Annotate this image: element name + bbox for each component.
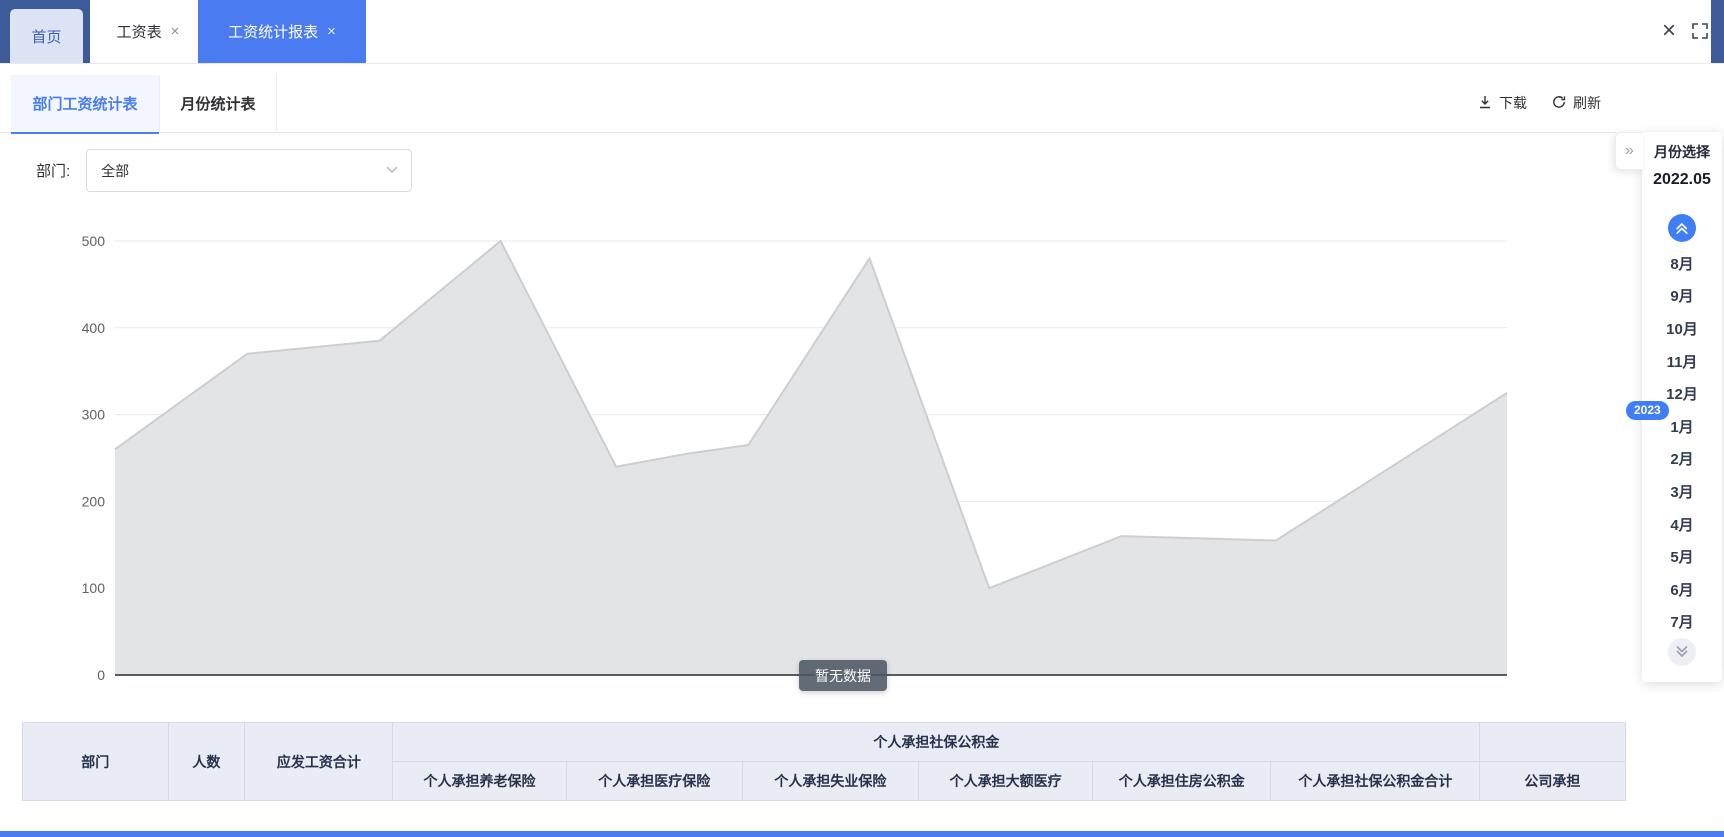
- col-header-personal: 个人承担养老保险: [393, 762, 567, 800]
- tab-home-label: 首页: [31, 28, 62, 46]
- refresh-button[interactable]: 刷新: [1551, 93, 1601, 113]
- svg-text:200: 200: [82, 493, 106, 509]
- chart-canvas: 0 100 200 300 400 500: [82, 233, 1508, 683]
- department-select-value: 全部: [101, 162, 130, 179]
- tab-monthly-stats[interactable]: 月份统计表: [159, 75, 277, 132]
- summary-table: 部门 人数 应发工资合计 个人承担社保公积金 个人承担养老保险 个人承担医疗保险个…: [22, 722, 1626, 801]
- svg-text:400: 400: [82, 320, 106, 336]
- topbar-right-strip: [1711, 0, 1724, 63]
- tab-salary-sheet[interactable]: 工资表 ×: [100, 0, 196, 63]
- month-item[interactable]: 8月: [1670, 255, 1694, 273]
- close-icon[interactable]: ×: [1661, 17, 1676, 44]
- month-item[interactable]: 11月: [1666, 353, 1698, 371]
- col-header-personal: 个人承担住房公积金: [1093, 762, 1272, 800]
- month-selector-panel: 月份选择 2022.05 8月 9月 10月 11月 12月 1月 2月 3月 4月 5月 6月 7月: [1642, 132, 1722, 682]
- fullscreen-icon[interactable]: [1690, 21, 1710, 41]
- month-item[interactable]: 1月: [1670, 418, 1694, 436]
- col-company-group: 公司承担: [1480, 723, 1625, 800]
- col-header-personal: 个人承担医疗保险: [567, 762, 743, 800]
- month-item[interactable]: 9月: [1670, 288, 1694, 306]
- month-item[interactable]: 2月: [1670, 451, 1694, 469]
- refresh-label: 刷新: [1573, 95, 1601, 111]
- svg-text:0: 0: [97, 667, 105, 683]
- svg-text:100: 100: [82, 580, 106, 596]
- month-item[interactable]: 10月: [1666, 320, 1698, 338]
- group-personal-header: 个人承担社保公积金: [393, 723, 1480, 762]
- tab-salary-report-label: 工资统计报表: [228, 24, 319, 41]
- department-select[interactable]: 全部: [86, 149, 413, 192]
- svg-text:300: 300: [82, 407, 106, 423]
- no-data-tooltip: 暂无数据: [799, 660, 887, 691]
- horizontal-scrollbar[interactable]: [0, 831, 1724, 837]
- toolbar-actions: 下载 刷新: [1477, 89, 1601, 117]
- col-headcount: 人数: [169, 723, 246, 800]
- col-header-personal: 个人承担社保公积金合计: [1298, 773, 1453, 789]
- download-icon: [1477, 94, 1493, 113]
- col-group-personal: 个人承担社保公积金 个人承担养老保险 个人承担医疗保险 个人承担失业保险 个人承担大额…: [393, 723, 1481, 800]
- scroll-down-button[interactable]: [1668, 638, 1696, 666]
- download-button[interactable]: 下载: [1477, 93, 1527, 113]
- svg-text:500: 500: [82, 233, 106, 249]
- collapse-arrows-icon: »: [1625, 142, 1634, 159]
- col-salary-total: 应发工资合计: [245, 723, 394, 800]
- month-item[interactable]: 6月: [1670, 581, 1694, 599]
- col-header-personal: 个人承担大额医疗: [919, 762, 1094, 800]
- salary-area-chart: 0 100 200 300 400 500 暂无数据: [22, 220, 1624, 691]
- tab-salary-sheet-label: 工资表: [116, 24, 162, 41]
- department-filter-label: 部门:: [36, 163, 71, 180]
- personal-subheaders-row: 个人承担养老保险 个人承担医疗保险 个人承担失业保险 个人承担大额医疗 个人承担住房公积…: [393, 762, 1479, 800]
- month-item[interactable]: 5月: [1670, 549, 1694, 567]
- month-item[interactable]: 4月: [1670, 516, 1694, 534]
- col-company-label: 公司承担: [1524, 773, 1581, 789]
- month-item[interactable]: 12月: [1666, 386, 1698, 404]
- scroll-up-button[interactable]: [1668, 214, 1696, 242]
- tab-close-icon[interactable]: ×: [327, 23, 336, 40]
- report-tab-bar: 部门工资统计表 月份统计表: [0, 75, 1616, 134]
- refresh-icon: [1551, 94, 1567, 113]
- month-list: 8月 9月 10月 11月 12月 1月 2月 3月 4月 5月 6月 7月: [1642, 247, 1722, 638]
- chevron-down-icon: [385, 163, 399, 180]
- download-label: 下载: [1499, 95, 1527, 111]
- year-badge: 2023: [1626, 401, 1669, 420]
- panel-collapse-handle[interactable]: »: [1615, 132, 1643, 170]
- tab-close-icon[interactable]: ×: [170, 23, 180, 40]
- department-filter: 部门: 全部: [36, 149, 413, 192]
- top-tab-bar: 首页 工资表 × 工资统计报表 × ×: [0, 0, 1724, 64]
- double-chevron-up-icon: [1676, 223, 1688, 234]
- tab-department-salary-stats[interactable]: 部门工资统计表: [11, 75, 159, 134]
- month-panel-title: 月份选择: [1654, 144, 1710, 160]
- month-item[interactable]: 7月: [1670, 614, 1694, 632]
- col-header-personal: 个人承担失业保险: [743, 762, 919, 800]
- double-chevron-down-icon: [1676, 646, 1688, 657]
- company-group-header: [1480, 723, 1625, 762]
- tab-home[interactable]: 首页: [10, 9, 83, 63]
- month-item[interactable]: 3月: [1670, 483, 1694, 501]
- current-month-value: 2022.05: [1653, 171, 1711, 188]
- tab-salary-report-active[interactable]: 工资统计报表 ×: [198, 0, 366, 63]
- col-department: 部门: [23, 723, 169, 800]
